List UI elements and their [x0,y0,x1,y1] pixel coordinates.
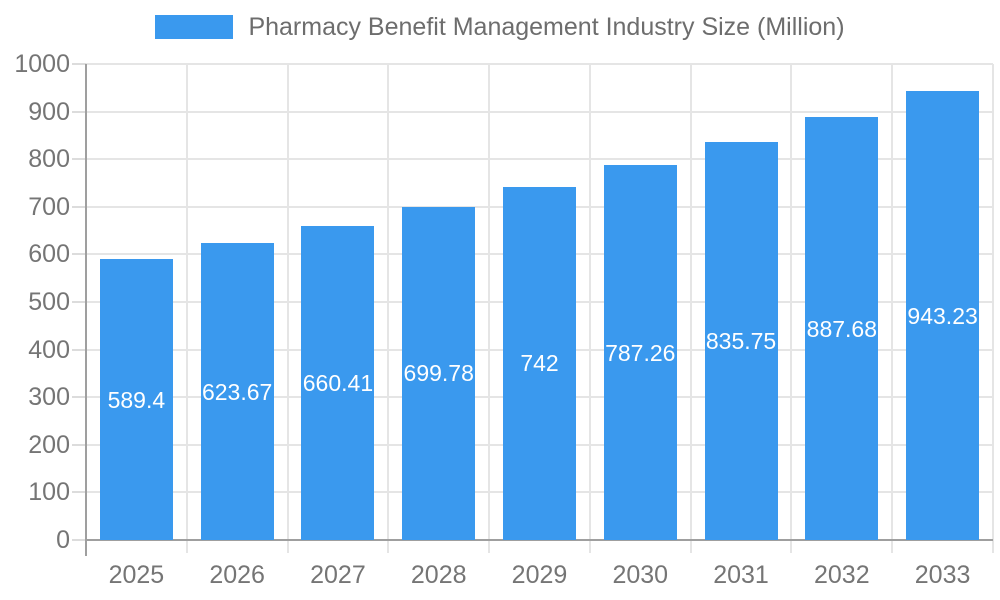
y-axis-label: 900 [28,97,70,126]
y-axis-tick [72,443,86,446]
x-axis-label: 2025 [108,561,165,589]
x-axis-label: 2033 [914,561,971,589]
y-axis-tick [72,205,86,208]
y-axis-tick [72,158,86,161]
bar-value-label: 943.23 [907,302,978,329]
bar[interactable]: 623.67 [200,243,274,540]
y-axis-label: 200 [28,430,70,459]
x-axis-label: 2027 [310,561,366,589]
bar[interactable]: 835.75 [704,142,778,540]
y-axis-tick [72,348,86,351]
bar[interactable]: 699.78 [402,206,476,540]
bar-value-label: 887.68 [806,315,878,342]
y-axis-tick [72,301,86,303]
bar-value-label: 589.4 [107,386,166,413]
y-axis-label: 100 [28,478,70,507]
bar-value-label: 660.41 [302,369,374,396]
x-axis-label: 2026 [209,561,265,589]
gridline-vertical [588,64,591,553]
gridline-vertical [286,64,289,553]
y-axis-tick [72,253,86,256]
y-axis-tick [72,63,86,65]
gridline-vertical [992,64,994,553]
bar[interactable]: 589.4 [99,259,173,540]
legend-label: Pharmacy Benefit Management Industry Siz… [248,13,845,41]
gridline-vertical [488,64,491,553]
legend-swatch-icon [155,15,234,39]
x-axis-label: 2031 [713,561,769,589]
x-axis-label: 2029 [511,561,568,589]
bar[interactable]: 660.41 [301,225,375,540]
bar-value-label: 699.78 [403,360,474,387]
gridline-vertical [185,64,188,553]
bar[interactable]: 943.23 [906,91,980,540]
gridline-vertical [689,64,692,553]
bar-value-label: 742 [520,350,559,377]
y-axis-tick [72,110,86,113]
y-axis-tick [72,539,86,541]
y-axis-label: 800 [28,145,70,174]
x-axis-label: 2028 [410,561,467,589]
bar[interactable]: 887.68 [805,117,879,540]
bar-value-label: 787.26 [605,339,676,366]
x-axis-line [86,539,993,541]
y-axis-line [85,64,87,556]
bar[interactable]: 787.26 [603,165,677,540]
y-axis-label: 300 [28,383,70,412]
x-axis-label: 2032 [814,561,870,589]
bar-value-label: 623.67 [201,378,273,405]
bar[interactable]: 742 [503,186,576,540]
y-axis-label: 700 [28,192,70,221]
y-axis-tick [72,491,86,494]
y-axis-label: 500 [28,288,70,316]
gridline-vertical [891,64,894,553]
chart-legend: Pharmacy Benefit Management Industry Siz… [0,12,1000,42]
gridline-vertical [387,64,390,553]
gridline-horizontal [86,158,993,161]
y-axis-tick [72,396,86,399]
y-axis-label: 400 [28,335,70,364]
bar-value-label: 835.75 [705,328,777,355]
gridline-horizontal [86,110,993,113]
gridline-horizontal [86,63,993,65]
y-axis-label: 0 [56,526,70,554]
x-axis-label: 2030 [612,561,669,589]
y-axis-label: 600 [28,240,70,269]
y-axis-label: 1000 [14,50,70,78]
gridline-vertical [790,64,793,553]
legend-item[interactable]: Pharmacy Benefit Management Industry Siz… [155,12,845,42]
